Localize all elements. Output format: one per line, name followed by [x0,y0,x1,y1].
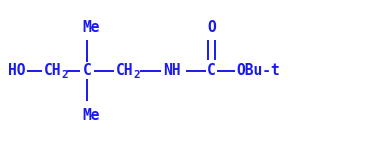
Text: HO: HO [8,63,26,78]
Text: NH: NH [163,63,181,78]
Text: 2: 2 [134,70,140,80]
Text: C: C [207,63,216,78]
Text: O: O [207,20,216,35]
Text: Me: Me [82,108,100,123]
Text: C: C [82,63,91,78]
Text: Me: Me [82,20,100,35]
Text: CH: CH [116,63,134,78]
Text: 2: 2 [61,70,68,80]
Text: OBu-t: OBu-t [236,63,280,78]
Text: CH: CH [43,63,61,78]
